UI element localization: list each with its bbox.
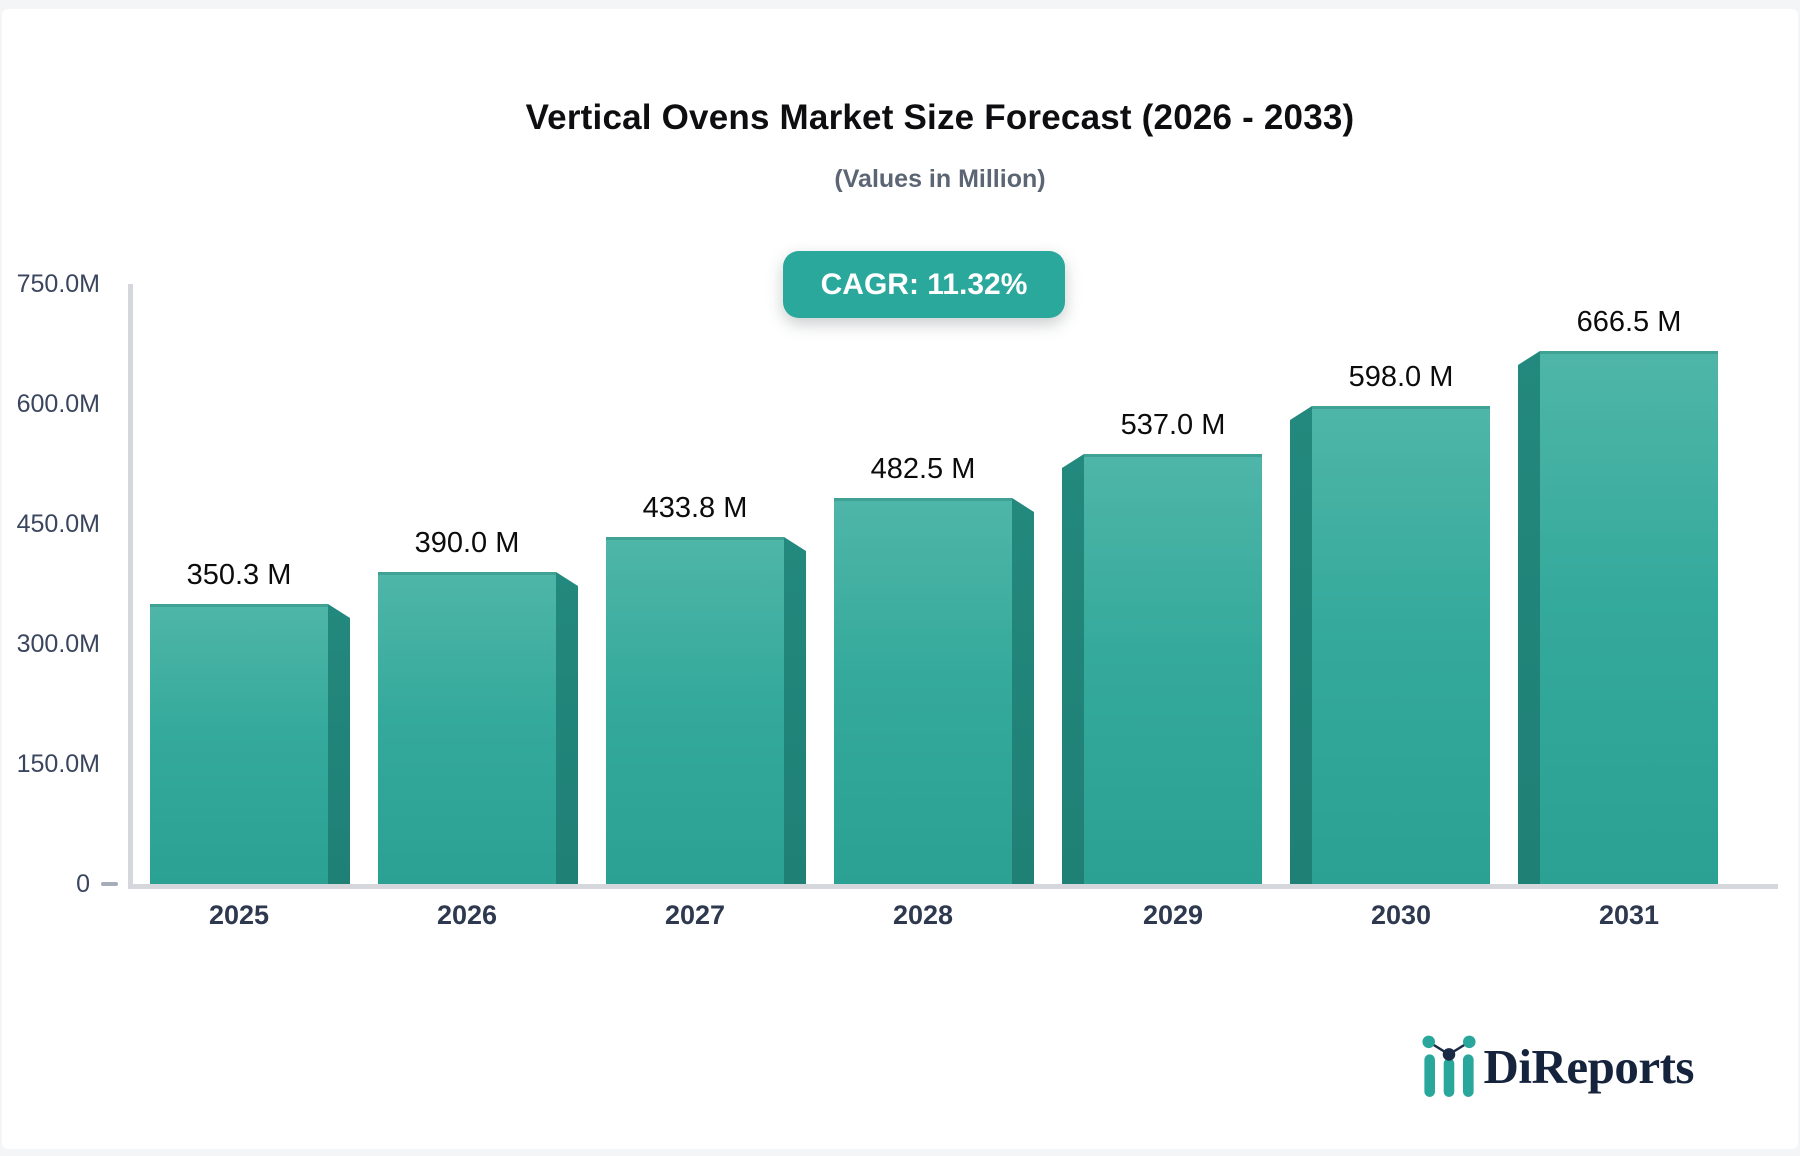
bar-3d-side-2027 [784, 537, 806, 884]
chart-title: Vertical Ovens Market Size Forecast (202… [525, 98, 1355, 137]
bar-group-2025: 350.3 M 2025 [150, 284, 350, 930]
y-axis-tick-150.0M: 150.0M [16, 749, 100, 778]
zero-tick-mark [101, 882, 118, 886]
bar-2025 [150, 604, 328, 884]
bar-value-label-2027: 433.8 M [642, 492, 748, 524]
y-axis-tick-300.0M: 300.0M [16, 629, 100, 658]
bar-group-2026: 390.0 M 2026 [378, 284, 578, 930]
bar-value-label-2030: 598.0 M [1348, 361, 1454, 393]
x-axis-label-2025: 2025 [208, 900, 270, 930]
bar-2029 [1084, 454, 1262, 884]
x-axis-label-2029: 2029 [1142, 900, 1204, 930]
x-axis-line [128, 884, 1778, 889]
x-axis-label-2030: 2030 [1370, 900, 1432, 930]
x-axis-label-2031: 2031 [1598, 900, 1660, 930]
bar-3d-side-2029 [1062, 454, 1084, 884]
bar-group-2031: 666.5 M 2031 [1518, 284, 1718, 930]
bar-2026 [378, 572, 556, 884]
bar-value-label-2029: 537.0 M [1120, 409, 1226, 441]
y-axis-tick-0: 0 [0, 870, 118, 898]
y-axis-tick-450.0M: 450.0M [16, 509, 100, 538]
y-axis-line [128, 284, 133, 889]
direports-logo: DiReports [1421, 1030, 1694, 1102]
x-axis-label-2028: 2028 [892, 900, 954, 930]
bar-group-2028: 482.5 M 2028 [834, 284, 1034, 930]
x-axis-label-2026: 2026 [436, 900, 498, 930]
bar-3d-side-2028 [1012, 498, 1034, 884]
bar-group-2029: 537.0 M 2029 [1062, 284, 1262, 930]
bar-2027 [606, 537, 784, 884]
x-axis-label-2027: 2027 [664, 900, 726, 930]
bar-3d-side-2030 [1290, 406, 1312, 884]
chart-subtitle: (Values in Million) [834, 165, 1046, 193]
bar-value-label-2026: 390.0 M [414, 527, 520, 559]
direports-logo-text: DiReports [1483, 1038, 1694, 1094]
bar-value-label-2025: 350.3 M [186, 559, 292, 591]
bar-2030 [1312, 406, 1490, 884]
bar-group-2027: 433.8 M 2027 [606, 284, 806, 930]
bar-3d-side-2026 [556, 572, 578, 884]
bar-value-label-2028: 482.5 M [870, 453, 976, 485]
y-axis-tick-750.0M: 750.0M [16, 269, 100, 298]
bar-plot-area: 350.3 M 2025 390.0 M 2026 433.8 M 2027 482.5 M… [130, 284, 1780, 930]
bar-2031 [1540, 351, 1718, 884]
cagr-badge: CAGR: 11.32% [783, 251, 1065, 318]
bar-group-2030: 598.0 M 2030 [1290, 284, 1490, 930]
bar-3d-side-2025 [328, 604, 350, 884]
bar-3d-side-2031 [1518, 351, 1540, 884]
bar-2028 [834, 498, 1012, 884]
direports-logo-icon [1422, 1035, 1477, 1097]
y-axis-tick-600.0M: 600.0M [16, 389, 100, 418]
bar-value-label-2031: 666.5 M [1576, 306, 1682, 338]
